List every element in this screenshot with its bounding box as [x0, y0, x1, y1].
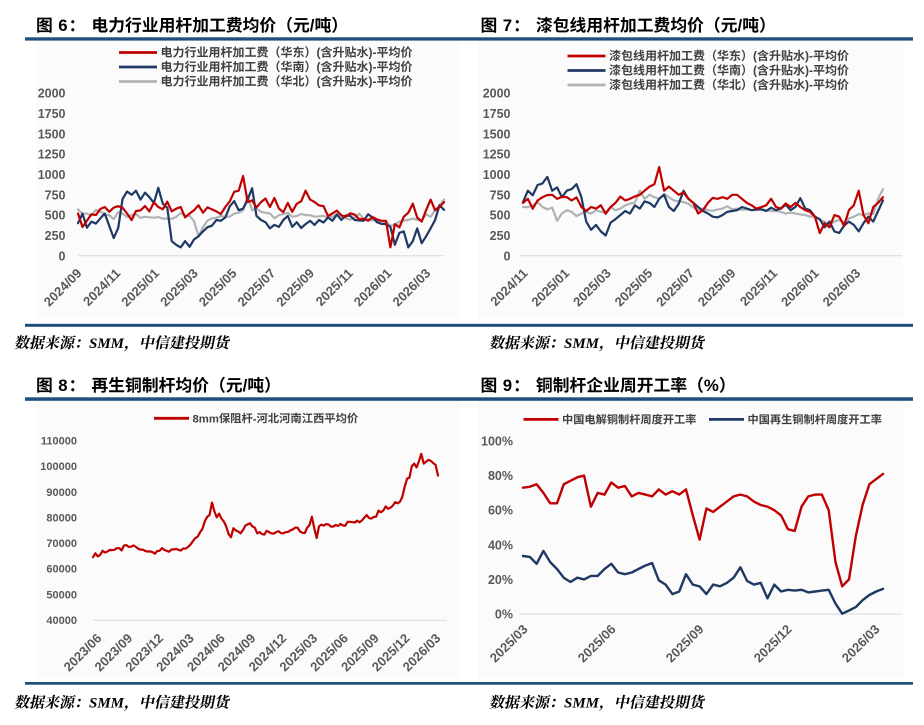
svg-text:20%: 20%	[488, 573, 513, 587]
svg-text:SMM: SMM	[89, 696, 125, 712]
svg-text:500: 500	[45, 209, 66, 223]
svg-text:1250: 1250	[483, 148, 511, 162]
svg-text:40%: 40%	[488, 538, 513, 552]
svg-text:1000: 1000	[38, 168, 66, 182]
svg-text:7: 7	[503, 16, 512, 35]
svg-text:)-: )-	[805, 49, 813, 63]
svg-text:SMM: SMM	[564, 696, 600, 712]
svg-text:/: /	[243, 376, 248, 395]
svg-text:40000: 40000	[46, 615, 77, 627]
svg-text:100%: 100%	[481, 434, 513, 448]
svg-text:250: 250	[45, 229, 66, 243]
svg-text:6: 6	[58, 16, 67, 35]
svg-text:2000: 2000	[38, 87, 66, 101]
svg-text:)-: )-	[369, 75, 377, 89]
svg-text:100000: 100000	[40, 461, 77, 473]
svg-text:80000: 80000	[46, 512, 77, 524]
svg-text:(: (	[317, 75, 321, 89]
svg-text:1750: 1750	[38, 107, 66, 121]
svg-text:-: -	[253, 413, 257, 425]
svg-text:80%: 80%	[488, 469, 513, 483]
svg-text:110000: 110000	[41, 436, 77, 448]
svg-text:70000: 70000	[46, 538, 77, 550]
svg-text:250: 250	[490, 229, 511, 243]
svg-text:)-: )-	[805, 78, 813, 92]
svg-text:1000: 1000	[483, 168, 511, 182]
svg-text:/: /	[310, 16, 315, 35]
svg-text:2000: 2000	[483, 87, 511, 101]
svg-text:(: (	[753, 64, 757, 78]
svg-text:0: 0	[504, 249, 511, 263]
svg-text:(: (	[317, 46, 321, 60]
svg-text:)-: )-	[369, 46, 377, 60]
svg-text:(: (	[753, 49, 757, 63]
svg-text:%: %	[704, 376, 719, 395]
svg-text:0: 0	[59, 249, 66, 263]
svg-text:)-: )-	[805, 64, 813, 78]
svg-text:60000: 60000	[46, 564, 77, 576]
svg-text:750: 750	[490, 188, 511, 202]
svg-text:750: 750	[45, 188, 66, 202]
svg-text:50000: 50000	[46, 589, 77, 601]
svg-text:8mm: 8mm	[193, 413, 219, 425]
svg-text:(: (	[753, 78, 757, 92]
svg-text:500: 500	[490, 209, 511, 223]
svg-text:)-: )-	[369, 60, 377, 74]
svg-text:90000: 90000	[46, 487, 77, 499]
svg-text:1250: 1250	[38, 148, 66, 162]
svg-text:0%: 0%	[495, 608, 513, 622]
svg-text:1500: 1500	[38, 127, 66, 141]
svg-text:60%: 60%	[488, 504, 513, 518]
svg-text:8: 8	[58, 376, 67, 395]
svg-text:9: 9	[503, 376, 512, 395]
svg-text:1500: 1500	[483, 127, 511, 141]
svg-text:(: (	[317, 60, 321, 74]
svg-text:SMM: SMM	[89, 336, 125, 352]
svg-text:/: /	[738, 16, 743, 35]
svg-text:SMM: SMM	[564, 336, 600, 352]
svg-text:1750: 1750	[483, 107, 511, 121]
